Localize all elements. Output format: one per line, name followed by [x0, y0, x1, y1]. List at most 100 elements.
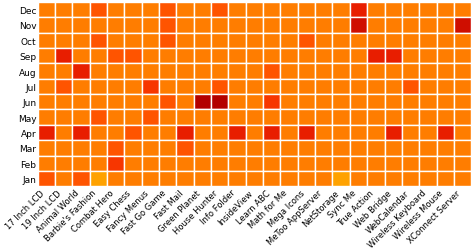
Bar [350, 95, 367, 110]
Bar [246, 110, 263, 125]
Bar [350, 156, 367, 171]
Bar [281, 156, 298, 171]
Bar [419, 3, 437, 18]
Bar [437, 141, 454, 156]
Bar [315, 18, 332, 34]
Bar [246, 3, 263, 18]
Bar [315, 171, 332, 187]
Bar [246, 125, 263, 141]
Bar [384, 18, 402, 34]
Bar [37, 64, 55, 79]
Bar [315, 79, 332, 95]
Bar [332, 79, 350, 95]
Bar [107, 125, 124, 141]
Bar [419, 171, 437, 187]
Bar [419, 110, 437, 125]
Bar [211, 49, 228, 64]
Bar [246, 156, 263, 171]
Bar [107, 18, 124, 34]
Bar [281, 79, 298, 95]
Bar [142, 64, 159, 79]
Bar [437, 3, 454, 18]
Bar [367, 64, 384, 79]
Bar [384, 79, 402, 95]
Bar [90, 34, 107, 49]
Bar [350, 171, 367, 187]
Bar [228, 125, 246, 141]
Bar [55, 49, 73, 64]
Bar [419, 18, 437, 34]
Bar [194, 49, 211, 64]
Bar [437, 64, 454, 79]
Bar [437, 49, 454, 64]
Bar [281, 141, 298, 156]
Bar [246, 141, 263, 156]
Bar [332, 18, 350, 34]
Bar [367, 156, 384, 171]
Bar [55, 79, 73, 95]
Bar [194, 34, 211, 49]
Bar [332, 3, 350, 18]
Bar [90, 79, 107, 95]
Bar [90, 110, 107, 125]
Bar [419, 95, 437, 110]
Bar [228, 79, 246, 95]
Bar [367, 18, 384, 34]
Bar [37, 18, 55, 34]
Bar [176, 141, 194, 156]
Bar [263, 95, 281, 110]
Bar [228, 34, 246, 49]
Bar [55, 95, 73, 110]
Bar [437, 110, 454, 125]
Bar [90, 141, 107, 156]
Bar [124, 95, 142, 110]
Bar [298, 3, 315, 18]
Bar [55, 156, 73, 171]
Bar [194, 156, 211, 171]
Bar [142, 3, 159, 18]
Bar [176, 171, 194, 187]
Bar [281, 95, 298, 110]
Bar [263, 125, 281, 141]
Bar [37, 34, 55, 49]
Bar [124, 156, 142, 171]
Bar [315, 49, 332, 64]
Bar [263, 64, 281, 79]
Bar [332, 49, 350, 64]
Bar [159, 34, 176, 49]
Bar [90, 156, 107, 171]
Bar [246, 171, 263, 187]
Bar [37, 110, 55, 125]
Bar [194, 141, 211, 156]
Bar [402, 125, 419, 141]
Bar [142, 141, 159, 156]
Bar [367, 110, 384, 125]
Bar [281, 49, 298, 64]
Bar [263, 49, 281, 64]
Bar [211, 34, 228, 49]
Bar [437, 171, 454, 187]
Bar [211, 156, 228, 171]
Bar [419, 125, 437, 141]
Bar [367, 125, 384, 141]
Bar [73, 79, 90, 95]
Bar [263, 156, 281, 171]
Bar [107, 171, 124, 187]
Bar [55, 171, 73, 187]
Bar [228, 95, 246, 110]
Bar [402, 18, 419, 34]
Bar [107, 141, 124, 156]
Bar [37, 95, 55, 110]
Bar [73, 18, 90, 34]
Bar [384, 125, 402, 141]
Bar [263, 110, 281, 125]
Bar [211, 110, 228, 125]
Bar [124, 125, 142, 141]
Bar [124, 79, 142, 95]
Bar [211, 171, 228, 187]
Bar [367, 171, 384, 187]
Bar [419, 49, 437, 64]
Bar [384, 171, 402, 187]
Bar [367, 141, 384, 156]
Bar [454, 141, 471, 156]
